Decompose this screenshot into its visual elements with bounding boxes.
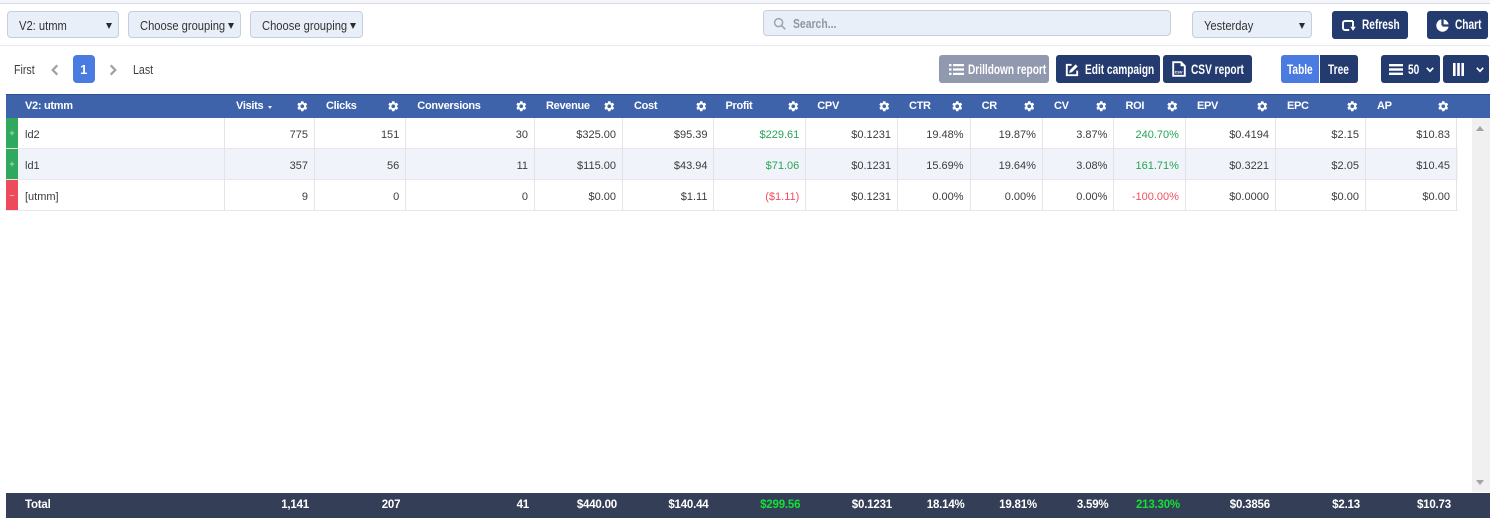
svg-text:csv: csv (1175, 70, 1183, 75)
